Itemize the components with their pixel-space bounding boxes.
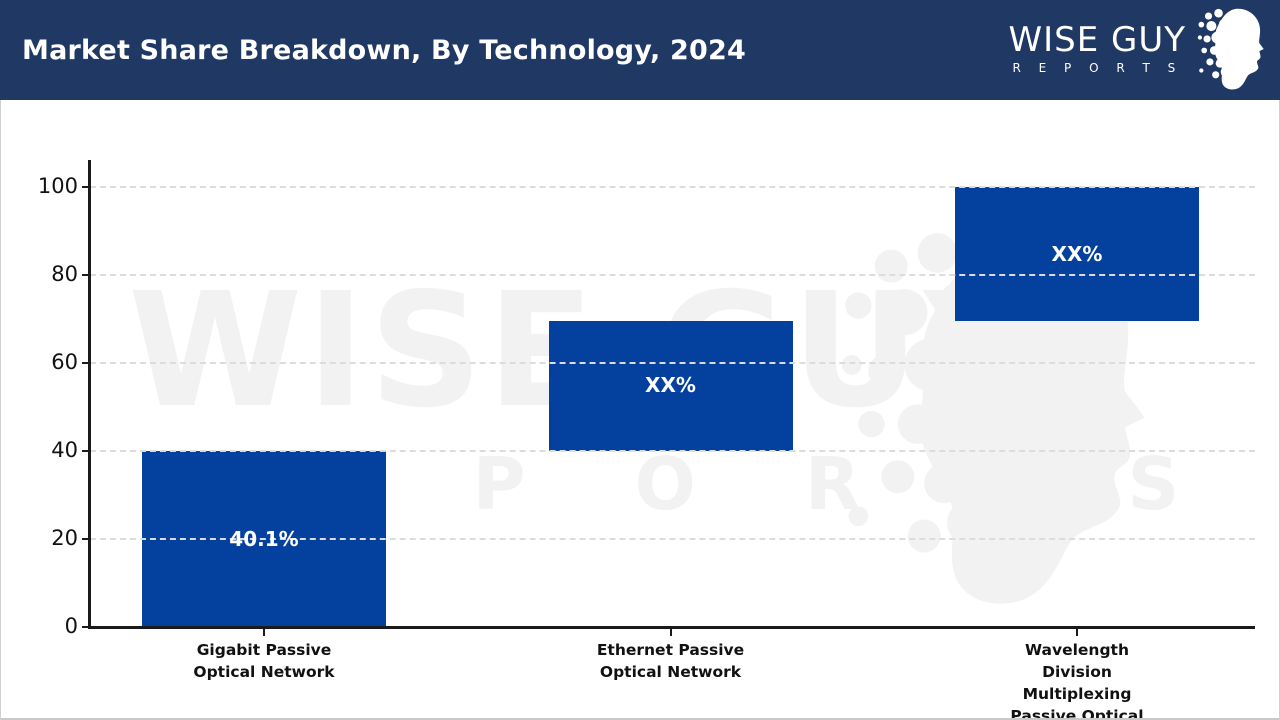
x-category-label-line: Optical Network <box>193 663 335 681</box>
y-tick-mark <box>82 274 90 276</box>
gridline <box>90 450 1255 452</box>
y-tick-label: 20 <box>51 526 78 550</box>
y-tick-mark <box>82 362 90 364</box>
x-tick-mark <box>1076 628 1078 636</box>
bottom-edge-line <box>0 718 1280 720</box>
bar-value-label: 40.1% <box>229 526 299 551</box>
x-axis-line <box>88 626 1255 629</box>
y-tick-label: 60 <box>51 350 78 374</box>
x-category-label-line: Gigabit Passive <box>196 641 332 659</box>
y-tick-label: 80 <box>51 262 78 286</box>
y-tick-mark <box>82 626 90 628</box>
x-category-label-line: Multiplexing <box>1022 685 1132 703</box>
gridline <box>90 186 1255 188</box>
x-category-label-line: Wavelength <box>1024 641 1130 659</box>
x-category-label-line: Division <box>1042 663 1112 681</box>
gridline <box>90 538 1255 540</box>
brand-logo-text: WISE GUY R E P O R T S <box>1008 19 1186 76</box>
bar-value-label: XX% <box>1051 242 1103 266</box>
y-tick-label: 0 <box>64 614 78 638</box>
bar-segment <box>955 187 1199 322</box>
x-tick-mark <box>669 628 672 636</box>
bar-segment <box>548 321 793 451</box>
brand-name: WISE GUY <box>1008 19 1186 60</box>
brand-subname: R E P O R T S <box>1012 61 1183 76</box>
x-category-label: Wavelength Division Multiplexing Passive Op… <box>927 639 1227 720</box>
left-edge-line <box>0 100 1 720</box>
x-category-label: Gigabit Passive Optical Network <box>114 639 414 683</box>
x-category-label-line: Passive Optical <box>1010 707 1144 720</box>
x-category-label-line: Optical Network <box>599 663 742 681</box>
y-tick-mark <box>82 450 90 452</box>
chart-title: Market Share Breakdown, By Technology, 2… <box>22 34 747 66</box>
x-category-label: Ethernet Passive Optical Network <box>521 639 821 683</box>
x-tick-mark <box>263 628 265 636</box>
brand-logo: WISE GUY R E P O R T S <box>1008 6 1268 92</box>
gridline <box>90 362 1255 364</box>
x-category-label-line: Ethernet Passive <box>596 641 745 659</box>
y-tick-label: 100 <box>37 174 78 198</box>
gridline <box>90 274 1255 276</box>
brand-face-icon <box>1197 8 1264 90</box>
bar-value-label: XX% <box>645 373 696 398</box>
y-tick-label: 40 <box>51 438 78 462</box>
header-bar: Market Share Breakdown, By Technology, 2… <box>0 0 1280 100</box>
y-tick-mark <box>82 186 90 188</box>
y-axis-line <box>88 160 91 629</box>
y-tick-mark <box>82 538 90 540</box>
